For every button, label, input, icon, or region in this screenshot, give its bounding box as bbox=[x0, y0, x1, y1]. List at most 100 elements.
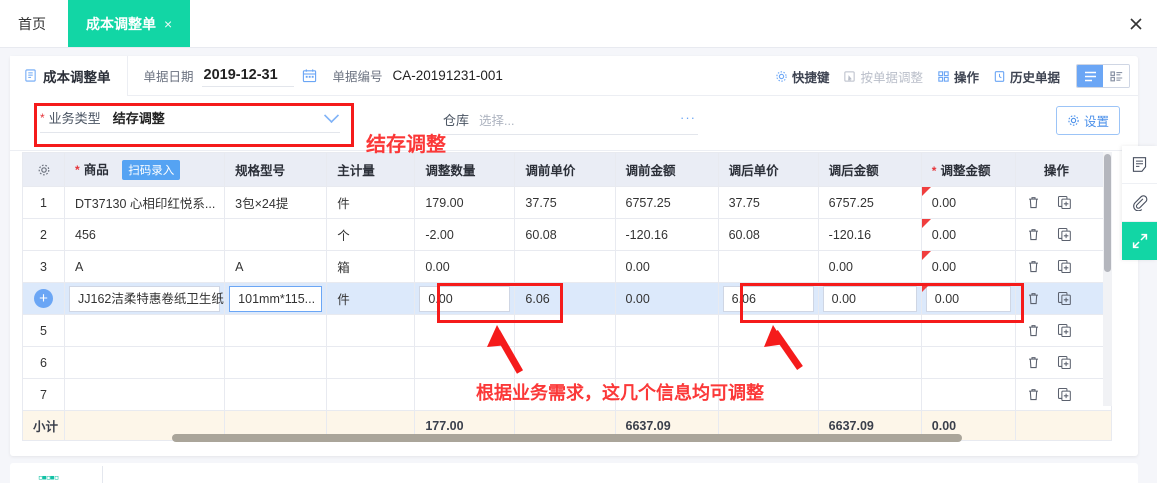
cell-price-before[interactable] bbox=[514, 314, 616, 347]
scroll-thumb[interactable] bbox=[172, 434, 962, 442]
cell-price-after[interactable] bbox=[717, 346, 819, 379]
cell-price-after[interactable]: 60.08 bbox=[717, 218, 819, 251]
cell-amount-before[interactable]: -120.16 bbox=[614, 218, 719, 251]
tab-home[interactable]: 首页 bbox=[0, 0, 64, 48]
cell-spec[interactable] bbox=[224, 346, 328, 379]
cell-spec[interactable] bbox=[224, 314, 328, 347]
cell-adjust-amount[interactable] bbox=[920, 378, 1016, 411]
cell-adjust-amount[interactable]: 0.00 bbox=[920, 186, 1016, 219]
cell-adjust-amount[interactable]: 0.00 bbox=[920, 218, 1016, 251]
cell-goods[interactable] bbox=[64, 378, 226, 411]
amount-after-input[interactable]: 0.00 bbox=[822, 285, 917, 312]
cell-spec[interactable] bbox=[224, 218, 328, 251]
cell-unit[interactable]: 件 bbox=[326, 186, 416, 219]
cell-amount-before[interactable]: 6757.25 bbox=[614, 186, 719, 219]
copy-row-icon[interactable] bbox=[1057, 227, 1072, 242]
adjust-amount-input[interactable]: 0.00 bbox=[925, 285, 1011, 312]
copy-row-icon[interactable] bbox=[1057, 195, 1072, 210]
cell-price-before[interactable] bbox=[514, 346, 616, 379]
delete-icon[interactable] bbox=[1026, 387, 1041, 402]
cell-qty[interactable] bbox=[414, 314, 516, 347]
dock-fullscreen-button[interactable] bbox=[1122, 222, 1157, 260]
table-row[interactable]: 3 A A 箱 0.00 0.00 0.00 0.00 bbox=[21, 250, 1113, 283]
cell-amount-before[interactable] bbox=[614, 314, 719, 347]
calendar-icon[interactable] bbox=[302, 68, 317, 83]
tab-cost-adjustment[interactable]: 成本调整单 × bbox=[68, 0, 191, 48]
cell-amount-after[interactable]: 0.00 bbox=[817, 282, 922, 315]
cell-price-after[interactable] bbox=[717, 314, 819, 347]
add-row-button[interactable]: + bbox=[34, 289, 54, 308]
tab-close-icon[interactable]: × bbox=[164, 16, 173, 32]
scroll-thumb[interactable] bbox=[1104, 154, 1111, 272]
cell-spec[interactable] bbox=[224, 378, 328, 411]
delete-icon[interactable] bbox=[1026, 323, 1041, 338]
cell-amount-before[interactable] bbox=[614, 378, 719, 411]
cell-goods[interactable]: JJ162洁柔特惠卷纸卫生纸 bbox=[64, 282, 226, 315]
cell-price-after[interactable]: 6.06 bbox=[717, 282, 819, 315]
delete-icon[interactable] bbox=[1026, 227, 1041, 242]
cell-goods[interactable]: A bbox=[64, 250, 226, 283]
cell-qty[interactable]: 0.00 bbox=[414, 282, 516, 315]
spec-input[interactable]: 101mm*115... bbox=[229, 285, 323, 312]
cell-spec[interactable]: 3包×24提 bbox=[224, 186, 328, 219]
cell-goods[interactable]: 456 bbox=[64, 218, 226, 251]
cell-qty[interactable]: 0.00 bbox=[414, 250, 516, 283]
cell-price-after[interactable] bbox=[717, 378, 819, 411]
dock-attachment-button[interactable] bbox=[1122, 184, 1157, 222]
cell-goods[interactable] bbox=[64, 314, 226, 347]
cell-unit[interactable]: 个 bbox=[326, 218, 416, 251]
document-date-value[interactable]: 2019-12-31 bbox=[201, 65, 294, 87]
cell-unit[interactable] bbox=[326, 314, 416, 347]
table-row[interactable]: 2 456 个 -2.00 60.08 -120.16 60.08 -120.1… bbox=[21, 218, 1113, 251]
cell-amount-before[interactable] bbox=[614, 346, 719, 379]
cell-amount-after[interactable] bbox=[817, 378, 922, 411]
operations-button[interactable]: 操作 bbox=[937, 67, 979, 86]
cell-amount-before[interactable]: 0.00 bbox=[614, 282, 719, 315]
warehouse-select[interactable]: 仓库 选择... ··· bbox=[443, 110, 698, 135]
adjust-by-document-button[interactable]: 按单据调整 bbox=[843, 67, 923, 86]
cell-qty[interactable]: 179.00 bbox=[414, 186, 516, 219]
cell-unit[interactable] bbox=[326, 346, 416, 379]
table-row[interactable]: 6 bbox=[21, 346, 1113, 379]
cell-adjust-amount[interactable]: 0.00 bbox=[920, 250, 1016, 283]
form-tab-cost-adjustment[interactable]: 成本调整单 bbox=[10, 55, 128, 96]
scan-entry-badge[interactable]: 扫码录入 bbox=[122, 160, 181, 180]
cell-spec[interactable]: A bbox=[224, 250, 328, 283]
cell-price-after[interactable]: 37.75 bbox=[717, 186, 819, 219]
cell-adjust-amount[interactable] bbox=[920, 346, 1016, 379]
qty-input[interactable]: 0.00 bbox=[419, 285, 511, 312]
cell-price-before[interactable]: 6.06 bbox=[514, 282, 616, 315]
goods-input[interactable]: JJ162洁柔特惠卷纸卫生纸 bbox=[69, 285, 224, 312]
cell-amount-after[interactable] bbox=[817, 346, 922, 379]
cell-spec[interactable]: 101mm*115... bbox=[224, 282, 328, 315]
cell-goods[interactable]: DT37130 心相印红悦系... bbox=[64, 186, 226, 219]
table-row[interactable]: 7 bbox=[21, 378, 1113, 411]
window-close-icon[interactable] bbox=[1115, 0, 1157, 48]
cell-qty[interactable] bbox=[414, 378, 516, 411]
cell-price-before[interactable] bbox=[514, 250, 616, 283]
setting-button[interactable]: 设置 bbox=[1055, 106, 1120, 135]
warehouse-more-icon[interactable]: ··· bbox=[680, 110, 696, 125]
delete-icon[interactable] bbox=[1026, 195, 1041, 210]
cell-amount-before[interactable]: 0.00 bbox=[614, 250, 719, 283]
cell-amount-after[interactable] bbox=[817, 314, 922, 347]
cell-amount-after[interactable]: 0.00 bbox=[817, 250, 922, 283]
delete-icon[interactable] bbox=[1026, 259, 1041, 274]
delete-icon[interactable] bbox=[1026, 355, 1041, 370]
copy-row-icon[interactable] bbox=[1057, 291, 1072, 306]
cell-qty[interactable]: -2.00 bbox=[414, 218, 516, 251]
cell-qty[interactable] bbox=[414, 346, 516, 379]
cell-adjust-amount[interactable]: 0.00 bbox=[920, 282, 1016, 315]
view-toggle-list[interactable] bbox=[1077, 65, 1103, 87]
table-horizontal-scrollbar[interactable] bbox=[172, 434, 962, 442]
price-after-input[interactable]: 6.06 bbox=[722, 285, 814, 312]
dock-note-button[interactable] bbox=[1122, 146, 1157, 184]
chevron-down-icon[interactable] bbox=[323, 107, 340, 124]
cell-goods[interactable] bbox=[64, 346, 226, 379]
table-row[interactable]: 1 DT37130 心相印红悦系... 3包×24提 件 179.00 37.7… bbox=[21, 186, 1113, 219]
cell-price-after[interactable] bbox=[717, 250, 819, 283]
cell-amount-after[interactable]: 6757.25 bbox=[817, 186, 922, 219]
copy-row-icon[interactable] bbox=[1057, 355, 1072, 370]
view-toggle-detail[interactable] bbox=[1103, 65, 1129, 87]
table-vertical-scrollbar[interactable] bbox=[1103, 152, 1112, 406]
